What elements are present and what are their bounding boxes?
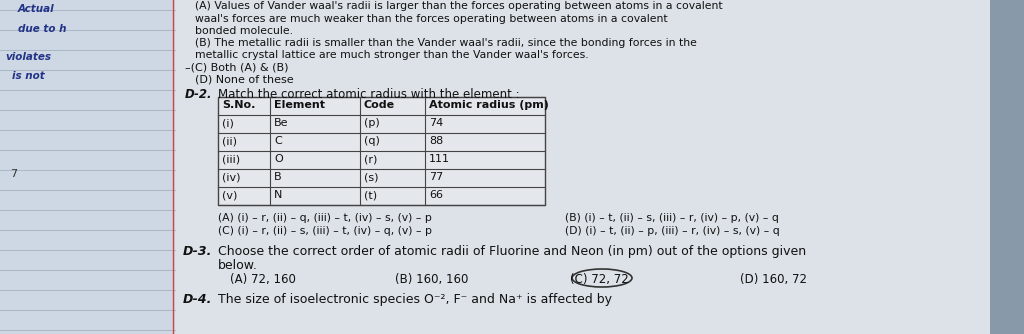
Text: 66: 66 bbox=[429, 190, 443, 200]
Text: due to h: due to h bbox=[18, 24, 67, 34]
Text: (D) None of these: (D) None of these bbox=[195, 74, 294, 84]
Text: (r): (r) bbox=[364, 154, 378, 164]
Text: bonded molecule.: bonded molecule. bbox=[195, 26, 293, 36]
Text: Match the correct atomic radius with the element :: Match the correct atomic radius with the… bbox=[218, 88, 519, 101]
Text: Actual: Actual bbox=[18, 4, 54, 14]
Text: (C) (i) – r, (ii) – s, (iii) – t, (iv) – q, (v) – p: (C) (i) – r, (ii) – s, (iii) – t, (iv) –… bbox=[218, 226, 432, 236]
Bar bbox=[990, 0, 1024, 334]
Text: waal's forces are much weaker than the forces operating between atoms in a coval: waal's forces are much weaker than the f… bbox=[195, 14, 668, 24]
Text: S.No.: S.No. bbox=[222, 100, 255, 110]
Text: N: N bbox=[274, 190, 283, 200]
Text: (B) 160, 160: (B) 160, 160 bbox=[395, 273, 468, 286]
Text: (C) 72, 72: (C) 72, 72 bbox=[570, 273, 629, 286]
Text: (iv): (iv) bbox=[222, 172, 241, 182]
Text: (A) Values of Vander waal's radii is larger than the forces operating between at: (A) Values of Vander waal's radii is lar… bbox=[195, 1, 723, 11]
Text: D-3.: D-3. bbox=[183, 245, 212, 258]
Text: (A) (i) – r, (ii) – q, (iii) – t, (iv) – s, (v) – p: (A) (i) – r, (ii) – q, (iii) – t, (iv) –… bbox=[218, 213, 432, 223]
Text: (t): (t) bbox=[364, 190, 377, 200]
Text: Code: Code bbox=[364, 100, 395, 110]
Text: (i): (i) bbox=[222, 118, 233, 128]
Text: B: B bbox=[274, 172, 282, 182]
Bar bbox=[218, 97, 545, 205]
Text: (D) (i) – t, (ii) – p, (iii) – r, (iv) – s, (v) – q: (D) (i) – t, (ii) – p, (iii) – r, (iv) –… bbox=[565, 226, 779, 236]
Text: (A) 72, 160: (A) 72, 160 bbox=[230, 273, 296, 286]
Text: (B) (i) – t, (ii) – s, (iii) – r, (iv) – p, (v) – q: (B) (i) – t, (ii) – s, (iii) – r, (iv) –… bbox=[565, 213, 779, 223]
Text: violates: violates bbox=[5, 52, 51, 62]
Text: (B) The metallic radii is smaller than the Vander waal's radii, since the bondin: (B) The metallic radii is smaller than t… bbox=[195, 38, 697, 48]
Text: (iii): (iii) bbox=[222, 154, 240, 164]
Text: (D) 160, 72: (D) 160, 72 bbox=[740, 273, 807, 286]
Text: Be: Be bbox=[274, 118, 289, 128]
Text: below.: below. bbox=[218, 259, 258, 272]
Text: Element: Element bbox=[274, 100, 325, 110]
Text: is not: is not bbox=[12, 71, 45, 81]
Bar bbox=[0, 0, 175, 334]
Text: metallic crystal lattice are much stronger than the Vander waal's forces.: metallic crystal lattice are much strong… bbox=[195, 50, 589, 60]
Text: –(C) Both (A) & (B): –(C) Both (A) & (B) bbox=[185, 62, 289, 72]
Text: (q): (q) bbox=[364, 136, 380, 146]
Text: D-2.: D-2. bbox=[185, 88, 213, 101]
Text: 77: 77 bbox=[429, 172, 443, 182]
Text: Atomic radius (pm): Atomic radius (pm) bbox=[429, 100, 549, 110]
Text: (s): (s) bbox=[364, 172, 379, 182]
Text: (v): (v) bbox=[222, 190, 238, 200]
Text: (ii): (ii) bbox=[222, 136, 237, 146]
Text: C: C bbox=[274, 136, 282, 146]
Text: (p): (p) bbox=[364, 118, 380, 128]
Text: Choose the correct order of atomic radii of Fluorine and Neon (in pm) out of the: Choose the correct order of atomic radii… bbox=[218, 245, 806, 258]
Text: D-4.: D-4. bbox=[183, 293, 212, 306]
Text: 74: 74 bbox=[429, 118, 443, 128]
Text: 111: 111 bbox=[429, 154, 450, 164]
Text: 7: 7 bbox=[10, 169, 17, 179]
Bar bbox=[218, 97, 545, 205]
Text: The size of isoelectronic species O⁻², F⁻ and Na⁺ is affected by: The size of isoelectronic species O⁻², F… bbox=[218, 293, 612, 306]
Text: O: O bbox=[274, 154, 283, 164]
Text: 88: 88 bbox=[429, 136, 443, 146]
